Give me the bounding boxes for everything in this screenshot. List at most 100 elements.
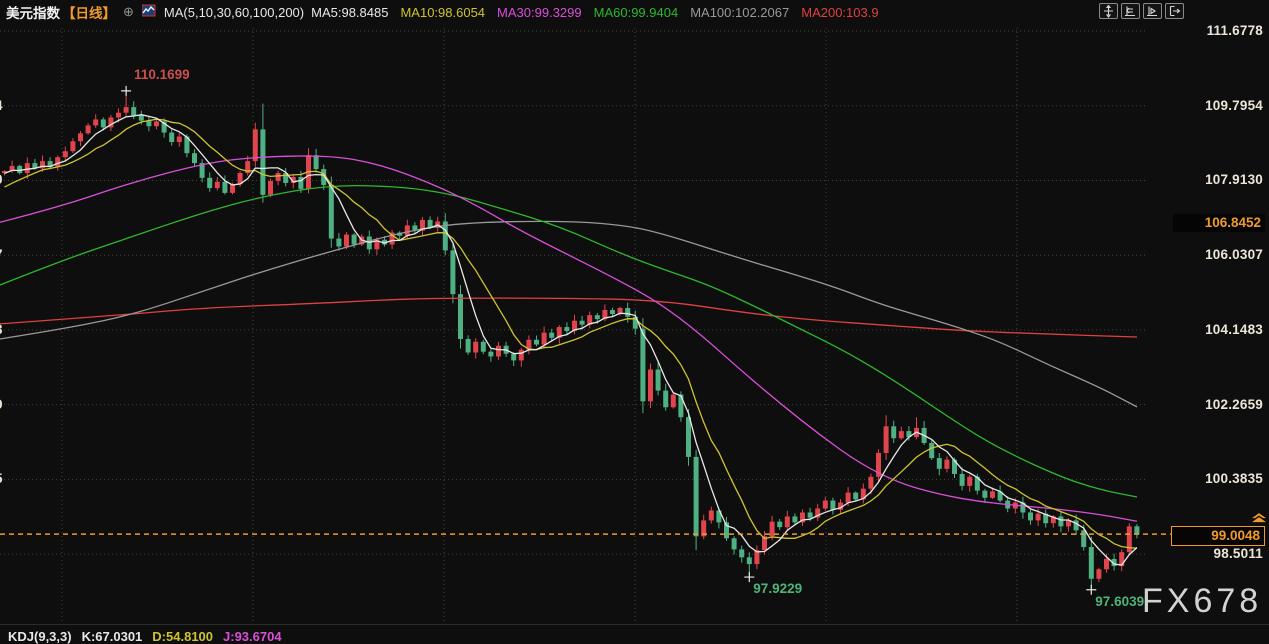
highlighted-price-label: 106.8452 [1173, 213, 1265, 232]
candle-body [952, 459, 957, 474]
candle-body [632, 316, 638, 329]
candle-body [488, 351, 494, 357]
candle-body [100, 119, 106, 128]
candle-body [123, 107, 129, 113]
candle-body [412, 225, 418, 231]
high-price-annotation: 110.1699 [134, 66, 190, 82]
candle-body [465, 338, 471, 353]
candle-body [974, 476, 980, 491]
candle-body [298, 177, 304, 189]
extreme-marker-icon [744, 572, 755, 583]
candle-body [55, 157, 61, 168]
candle-body [807, 512, 813, 518]
low-price-annotation: 97.6039 [1095, 593, 1145, 609]
candle-body [1043, 513, 1049, 524]
candlestick-mini-icon [141, 4, 156, 20]
chart-toolbar [1099, 3, 1184, 19]
current-price-label: 99.0048 [1171, 526, 1265, 547]
candle-body [1096, 569, 1102, 579]
candle-body [754, 550, 760, 565]
candle-body [230, 184, 235, 193]
candle-body [1119, 552, 1125, 567]
candle-body [731, 538, 737, 550]
chart-header: 美元指数 【日线】 ⊕ MA(5,10,30,60,100,200) MA5:98… [6, 3, 879, 21]
axis-scale-play-icon[interactable] [1143, 3, 1162, 19]
candle-body [838, 502, 843, 510]
candle-body [1088, 547, 1094, 579]
candle-body [830, 500, 836, 510]
candle-body [245, 161, 251, 174]
candle-body [192, 153, 197, 164]
y-axis-label: 98.5011 [1213, 546, 1263, 562]
candle-body [906, 431, 912, 438]
candle-body [222, 181, 228, 193]
candle-body [62, 151, 68, 158]
low-price-annotation: 97.9229 [753, 581, 803, 597]
candle-body [511, 353, 517, 361]
ma-value-label: MA60:99.9404 [593, 4, 679, 20]
candle-body [480, 341, 486, 352]
candle-body [678, 394, 684, 418]
period-label[interactable]: 【日线】 [62, 6, 116, 21]
candle-body [564, 327, 570, 332]
axis-scale-left-icon[interactable] [1121, 3, 1140, 19]
left-axis-clipped-digit: 3 [0, 322, 5, 337]
candle-body [845, 492, 851, 503]
candle-body [891, 426, 897, 439]
candle-body [389, 232, 395, 245]
left-axis-clipped-digit: 5 [0, 471, 5, 486]
candle-body [161, 121, 167, 133]
y-axis-label: 104.1483 [1205, 321, 1263, 337]
pan-crosshair-icon[interactable] [1099, 3, 1118, 19]
candle-body [382, 239, 387, 245]
candle-body [648, 369, 653, 402]
candle-body [169, 132, 175, 143]
candle-body [1066, 520, 1071, 527]
candle-body [769, 521, 775, 537]
candle-body [24, 163, 30, 174]
candle-body [70, 141, 76, 152]
ma-line-ma30 [0, 155, 1138, 522]
candle-body [663, 390, 669, 408]
candle-body [1081, 530, 1087, 548]
candle-body [252, 129, 258, 162]
ma-line-ma100 [0, 220, 1138, 408]
kdj-j-value: J:93.6704 [223, 629, 282, 644]
candle-body [344, 234, 349, 247]
candle-body [822, 500, 828, 509]
candle-body [1126, 526, 1132, 553]
candle-body [184, 136, 190, 154]
pane-separator[interactable] [0, 624, 1269, 625]
candle-body [655, 369, 661, 391]
ma-value-label: MA100:102.2067 [690, 4, 790, 20]
price-alert-arrows-icon[interactable] [1252, 513, 1266, 523]
watermark: FX678 [1142, 582, 1263, 620]
candle-body [617, 308, 623, 314]
ma-values: MA5:98.8485 MA10:98.6054 MA30:99.3299 MA60:… [311, 5, 878, 20]
candle-body [1050, 516, 1056, 524]
exit-right-icon[interactable] [1165, 3, 1184, 19]
left-axis-clipped-digit: 7 [0, 247, 5, 262]
symbol-name[interactable]: 美元指数 [6, 6, 60, 21]
candle-body [701, 520, 707, 537]
candle-body [739, 549, 745, 558]
candle-body [518, 349, 524, 361]
candle-body [214, 181, 220, 189]
left-axis-clipped-digit: 0 [0, 172, 5, 187]
candle-body [237, 173, 243, 185]
extreme-marker-icon [121, 85, 132, 96]
candle-body [579, 320, 585, 325]
candle-body [1134, 526, 1140, 535]
add-indicator-icon[interactable]: ⊕ [123, 4, 134, 19]
candle-body [815, 508, 821, 518]
y-axis-label: 100.3835 [1205, 471, 1263, 487]
candle-body [1058, 516, 1064, 527]
candle-body [496, 345, 501, 357]
candle-body [176, 136, 182, 143]
candle-body [982, 490, 988, 498]
candle-body [1104, 558, 1109, 570]
kdj-indicator-row: KDJ(9,3,3) K:67.0301 D:54.8100 J:93.6704 [8, 629, 282, 644]
candle-body [146, 120, 152, 127]
candle-body [78, 133, 83, 142]
